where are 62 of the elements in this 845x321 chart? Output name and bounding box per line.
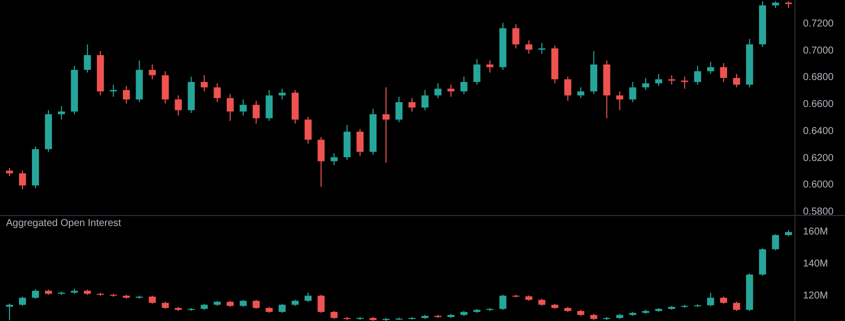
candlestick [642, 77, 650, 91]
candlestick [434, 82, 442, 99]
candlestick [266, 90, 273, 122]
candlestick [122, 86, 130, 104]
candlestick [616, 90, 624, 111]
candlestick [694, 65, 702, 86]
candlestick [447, 84, 454, 98]
candlestick [408, 98, 416, 112]
candlestick [174, 94, 182, 116]
candlestick [421, 90, 428, 111]
candlestick [18, 296, 26, 306]
y-tick-label: 0.6800 [803, 72, 834, 84]
candlestick [58, 106, 65, 120]
candlestick [32, 288, 39, 300]
candlestick [304, 292, 312, 302]
candlestick [278, 303, 286, 314]
y-tick-label: 120M [803, 290, 828, 302]
candlestick [629, 81, 636, 103]
candlestick [214, 82, 221, 103]
candlestick [226, 94, 234, 122]
y-tick-label: 0.7000 [803, 45, 834, 56]
chart-title: Aggregated Open Interest [6, 218, 122, 229]
candlestick [733, 73, 740, 88]
candlestick [707, 292, 714, 307]
y-tick-label: 0.6000 [803, 180, 834, 191]
candlestick [525, 40, 532, 54]
candlestick [318, 294, 325, 314]
candlestick [278, 88, 286, 100]
candlestick [252, 100, 260, 124]
y-tick-label: 160M [803, 226, 828, 238]
candlestick [460, 76, 468, 95]
candlestick [681, 76, 688, 90]
candlestick [512, 24, 520, 49]
candlestick [733, 301, 740, 312]
candlestick [707, 61, 714, 74]
y-tick-label: 140M [803, 258, 828, 270]
y-tick-label: 0.6400 [803, 126, 834, 137]
y-tick-label: 0.6600 [803, 99, 834, 110]
candlestick [577, 86, 584, 99]
y-tick-label: 0.7200 [803, 18, 834, 30]
y-tick-label: 0.5800 [803, 206, 834, 218]
candlestick [396, 96, 403, 123]
candlestick [564, 76, 572, 102]
candlestick [330, 152, 338, 166]
candlestick [486, 60, 494, 74]
candlestick [772, 234, 780, 251]
candlestick [356, 128, 364, 156]
candlestick [382, 86, 390, 164]
candlestick [200, 74, 208, 92]
candlestick [252, 299, 260, 310]
candlestick [499, 294, 506, 310]
candlestick [473, 58, 480, 86]
candlestick [655, 73, 662, 86]
candlestick [84, 44, 91, 74]
candlestick [110, 84, 117, 98]
candlestick [720, 62, 728, 82]
candlestick [318, 136, 325, 188]
candlestick [148, 64, 156, 80]
candlestick [240, 98, 247, 116]
candlestick [18, 170, 26, 190]
candlestick [304, 116, 312, 144]
y-tick-label: 0.6200 [803, 152, 834, 164]
